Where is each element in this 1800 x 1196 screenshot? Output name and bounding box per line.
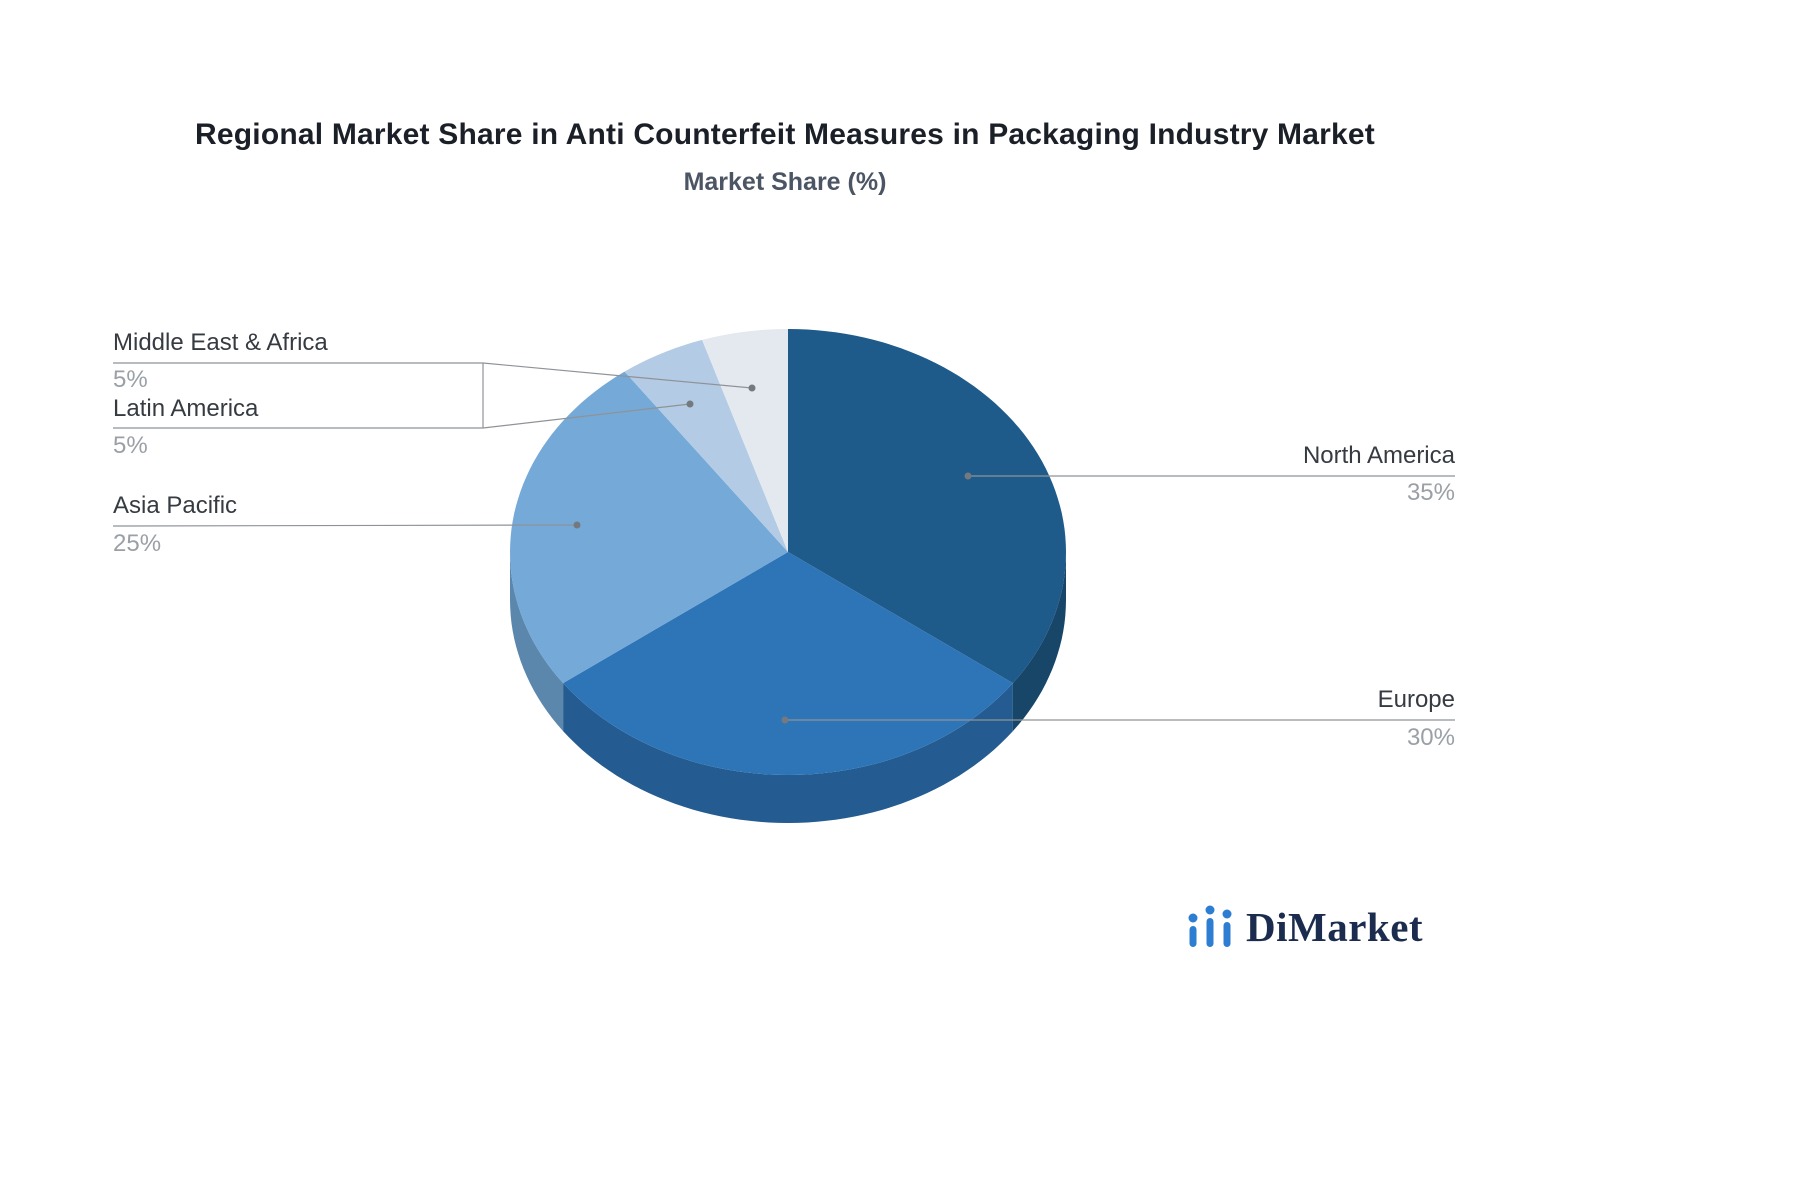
pie-side-europe	[563, 683, 1013, 823]
label-dot-asia-pacific	[573, 521, 581, 529]
pie-slice-europe[interactable]	[563, 552, 1013, 775]
value-europe: 30%	[1406, 724, 1455, 751]
pie-slice-north-america[interactable]	[788, 329, 1066, 684]
pie-slice-latin-america[interactable]	[624, 339, 788, 552]
pie-slice-middle-east-africa[interactable]	[702, 329, 788, 552]
brand-name: DiMarket	[1246, 904, 1424, 950]
label-europe: Europe	[1377, 686, 1455, 713]
label-latin-america: Latin America	[113, 395, 259, 422]
bar-chart-dots-icon	[1188, 905, 1232, 947]
pie-side-north-america	[1012, 552, 1066, 732]
chart-title: Regional Market Share in Anti Counterfei…	[195, 118, 1375, 151]
label-dot-middle-east-africa	[748, 384, 756, 392]
label-asia-pacific: Asia Pacific	[113, 492, 238, 519]
pie-side-asia-pacific	[510, 552, 564, 732]
label-dot-latin-america	[686, 400, 694, 408]
label-north-america: North America	[1302, 442, 1455, 469]
value-asia-pacific: 25%	[113, 530, 162, 557]
value-middle-east-africa: 5%	[113, 366, 148, 393]
chart-subtitle: Market Share (%)	[683, 168, 887, 196]
label-dot-europe	[781, 716, 789, 724]
value-north-america: 35%	[1406, 479, 1455, 506]
label-dot-north-america	[964, 472, 972, 480]
brand-logo: DiMarket	[1185, 903, 1423, 951]
value-latin-america: 5%	[113, 432, 148, 459]
label-line-asia-pacific	[112, 524, 578, 527]
pie-slice-asia-pacific[interactable]	[510, 371, 788, 684]
label-line-latin-america	[113, 403, 691, 429]
label-middle-east-africa: Middle East & Africa	[113, 329, 328, 356]
